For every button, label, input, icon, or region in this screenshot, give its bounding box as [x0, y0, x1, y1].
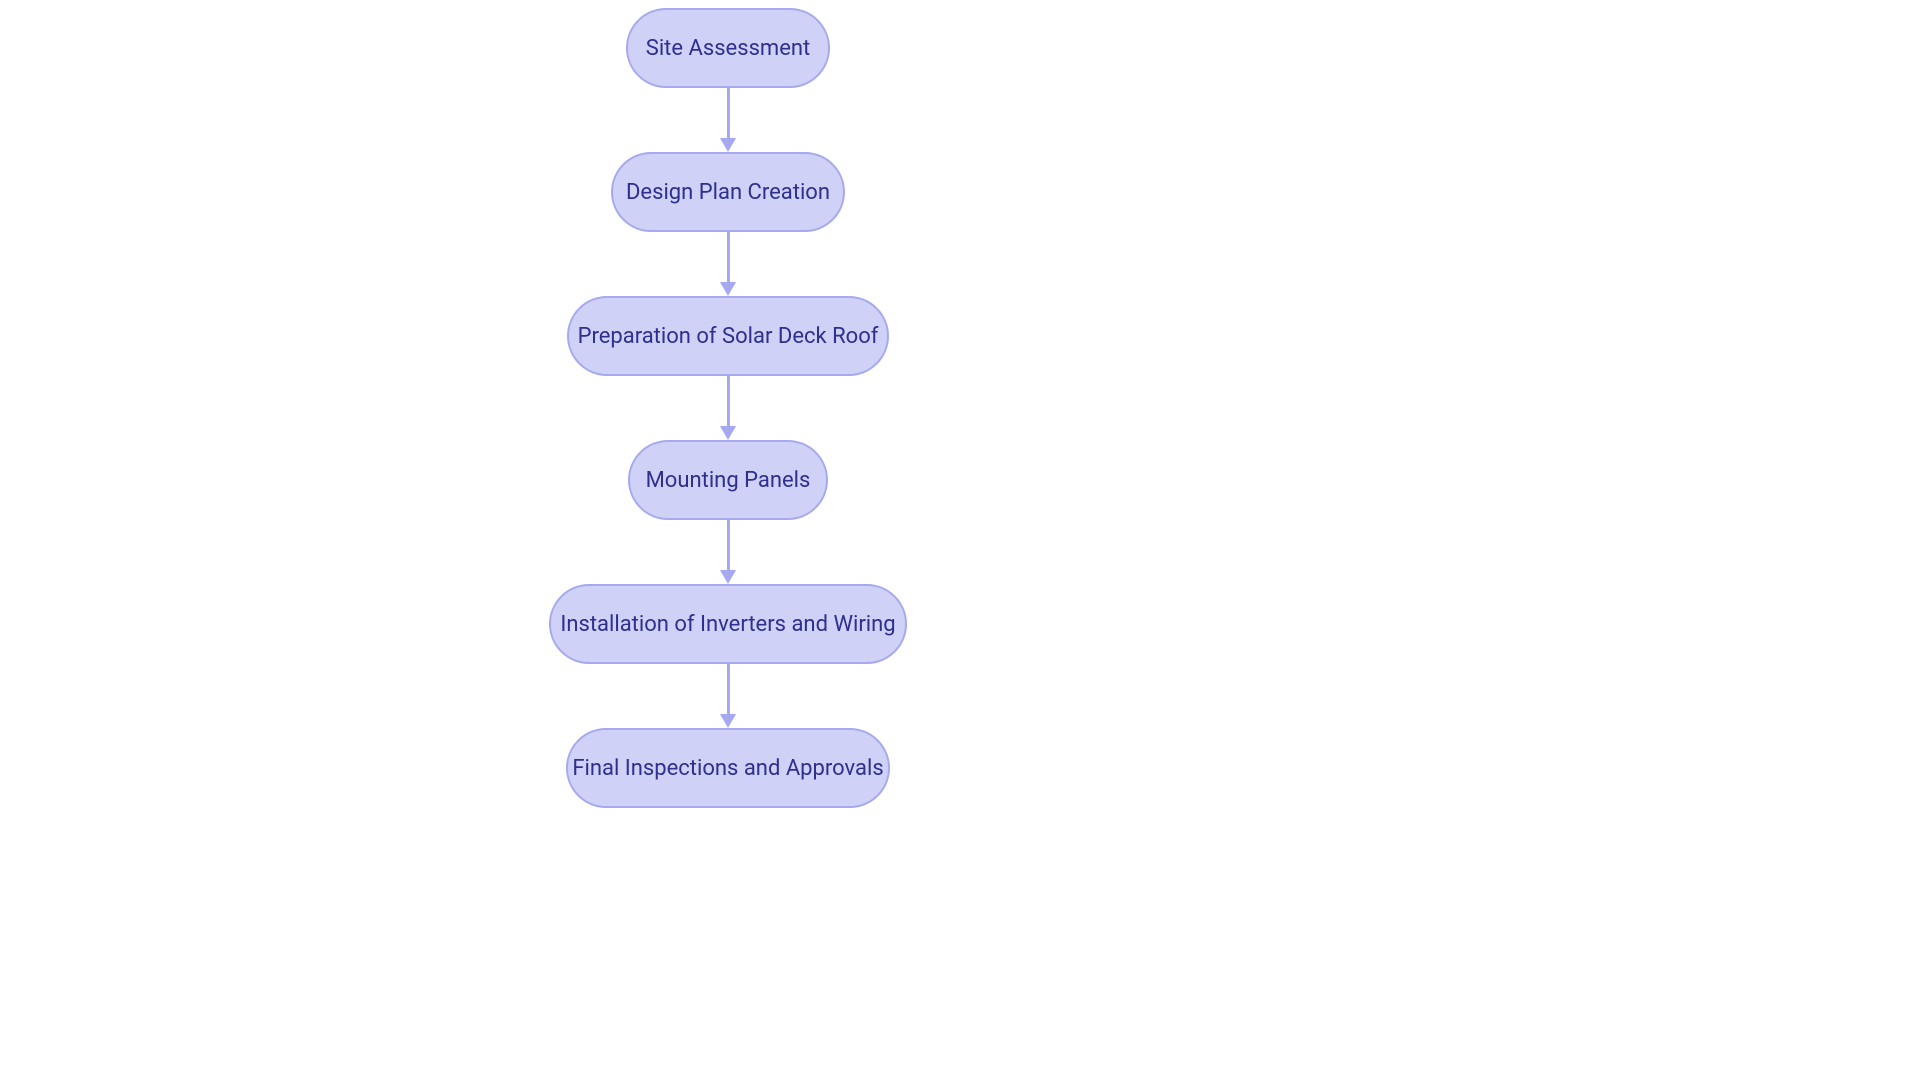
flow-node-label: Mounting Panels — [646, 468, 811, 493]
flow-arrowhead — [720, 426, 736, 440]
flow-node-label: Design Plan Creation — [626, 180, 830, 205]
flow-node-label: Preparation of Solar Deck Roof — [578, 324, 879, 349]
flow-edge — [727, 376, 730, 426]
flow-edge — [727, 88, 730, 138]
flow-arrowhead — [720, 138, 736, 152]
flow-node-install-inverters: Installation of Inverters and Wiring — [549, 584, 907, 664]
flow-node-design-plan: Design Plan Creation — [611, 152, 845, 232]
flow-node-label: Final Inspections and Approvals — [572, 756, 883, 781]
flow-node-label: Site Assessment — [646, 36, 810, 61]
flow-arrowhead — [720, 282, 736, 296]
flow-edge — [727, 232, 730, 282]
flow-arrowhead — [720, 714, 736, 728]
flow-node-prep-roof: Preparation of Solar Deck Roof — [567, 296, 889, 376]
flowchart-canvas: Site Assessment Design Plan Creation Prepa… — [0, 0, 1920, 1083]
flow-node-mounting-panels: Mounting Panels — [628, 440, 828, 520]
flow-node-final-inspections: Final Inspections and Approvals — [566, 728, 890, 808]
flow-edge — [727, 520, 730, 570]
flow-node-label: Installation of Inverters and Wiring — [560, 612, 895, 637]
flow-node-site-assessment: Site Assessment — [626, 8, 830, 88]
flow-arrowhead — [720, 570, 736, 584]
flow-edge — [727, 664, 730, 714]
